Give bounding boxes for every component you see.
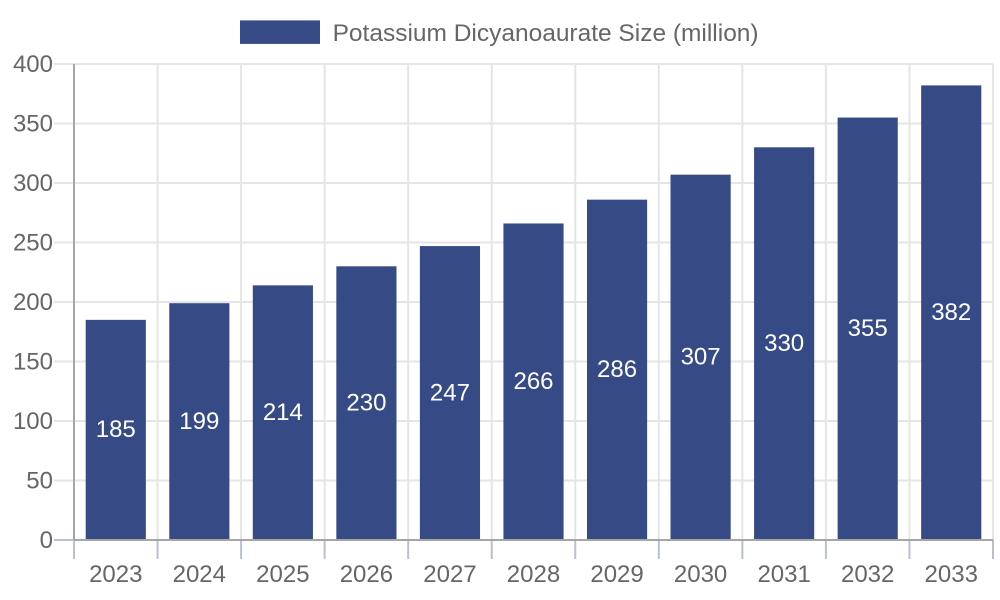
svg-text:200: 200 (13, 289, 53, 316)
svg-text:230: 230 (346, 389, 386, 416)
svg-text:2032: 2032 (841, 561, 894, 588)
svg-text:247: 247 (430, 379, 470, 406)
svg-text:300: 300 (13, 170, 53, 197)
svg-text:0: 0 (40, 527, 53, 554)
svg-text:350: 350 (13, 111, 53, 138)
svg-text:307: 307 (681, 344, 721, 371)
svg-text:199: 199 (179, 408, 219, 435)
svg-text:266: 266 (513, 368, 553, 395)
svg-text:214: 214 (263, 399, 303, 426)
svg-text:2031: 2031 (757, 561, 810, 588)
svg-text:185: 185 (96, 416, 136, 443)
svg-text:2025: 2025 (256, 561, 309, 588)
svg-text:50: 50 (26, 468, 53, 495)
svg-text:286: 286 (597, 356, 637, 383)
svg-text:330: 330 (764, 330, 804, 357)
svg-text:382: 382 (931, 299, 971, 326)
svg-text:2027: 2027 (423, 561, 476, 588)
svg-text:2030: 2030 (674, 561, 727, 588)
svg-text:2033: 2033 (925, 561, 978, 588)
svg-text:2028: 2028 (507, 561, 560, 588)
svg-text:2029: 2029 (590, 561, 643, 588)
svg-text:250: 250 (13, 230, 53, 257)
svg-text:355: 355 (848, 315, 888, 342)
svg-text:150: 150 (13, 349, 53, 376)
svg-text:Potassium Dicyanoaurate Size (: Potassium Dicyanoaurate Size (million) (333, 20, 759, 47)
svg-text:2023: 2023 (89, 561, 142, 588)
svg-text:2026: 2026 (340, 561, 393, 588)
svg-text:400: 400 (13, 51, 53, 78)
svg-text:2024: 2024 (173, 561, 226, 588)
svg-text:100: 100 (13, 408, 53, 435)
